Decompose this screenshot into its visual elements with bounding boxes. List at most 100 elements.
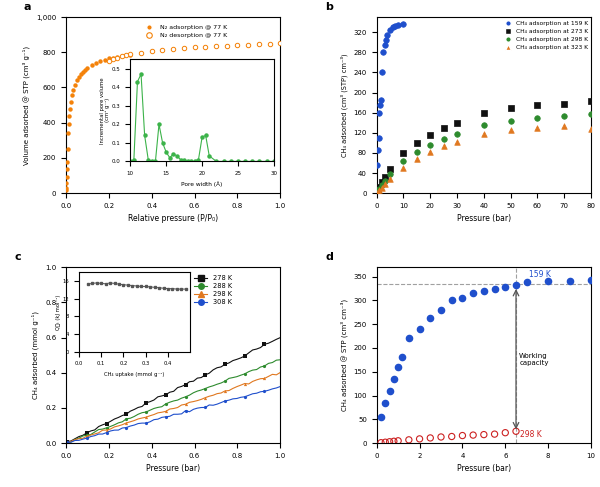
- Point: [586, 110, 596, 117]
- Point: [380, 173, 389, 181]
- Point: [452, 130, 462, 138]
- Point: [385, 170, 395, 178]
- Point: [544, 278, 553, 285]
- Text: b: b: [325, 2, 333, 12]
- Point: [415, 325, 424, 333]
- Point: [373, 187, 382, 195]
- Point: [374, 183, 384, 191]
- Text: c: c: [14, 252, 21, 262]
- Point: [377, 69, 387, 76]
- Point: [394, 363, 403, 371]
- X-axis label: Pressure (bar): Pressure (bar): [146, 465, 200, 473]
- Point: [500, 283, 510, 291]
- Point: [376, 439, 386, 447]
- Point: [425, 131, 435, 139]
- Point: [374, 186, 384, 194]
- Point: [391, 22, 400, 30]
- Point: [373, 147, 383, 154]
- Point: [388, 23, 398, 31]
- X-axis label: Pressure (bar): Pressure (bar): [457, 214, 511, 224]
- Point: [439, 135, 448, 143]
- Point: [559, 122, 569, 130]
- Point: [373, 188, 382, 196]
- Y-axis label: CH₄ adsorbed @ STP (cm³ cm⁻³): CH₄ adsorbed @ STP (cm³ cm⁻³): [340, 299, 348, 411]
- Point: [586, 125, 596, 132]
- Point: [380, 177, 389, 185]
- Point: [377, 181, 387, 189]
- Point: [373, 162, 382, 169]
- Point: [447, 297, 457, 304]
- Point: [373, 187, 383, 194]
- Point: [412, 148, 422, 156]
- Point: [385, 165, 395, 173]
- Point: [586, 277, 596, 284]
- Point: [559, 100, 569, 108]
- Text: d: d: [325, 252, 333, 262]
- Legend: CH₄ adsorption at 159 K, CH₄ adsorption at 273 K, CH₄ adsorption at 298 K, CH₄ a: CH₄ adsorption at 159 K, CH₄ adsorption …: [499, 19, 590, 53]
- Point: [380, 438, 390, 446]
- Point: [383, 31, 392, 38]
- Point: [376, 96, 386, 104]
- Point: [479, 287, 488, 295]
- Point: [398, 157, 408, 165]
- Point: [439, 124, 448, 131]
- Point: [469, 431, 478, 439]
- Point: [436, 306, 446, 314]
- Point: [379, 48, 388, 56]
- Point: [404, 335, 413, 342]
- Point: [559, 112, 569, 120]
- Y-axis label: Volume adsorbed @ STP (cm³ g⁻¹): Volume adsorbed @ STP (cm³ g⁻¹): [23, 45, 31, 165]
- Point: [436, 433, 446, 441]
- Point: [385, 387, 394, 395]
- Point: [376, 413, 386, 421]
- Point: [425, 434, 435, 442]
- Point: [586, 97, 596, 105]
- Point: [380, 399, 390, 407]
- Point: [373, 187, 383, 195]
- Point: [565, 277, 574, 285]
- X-axis label: Relative pressure (P/P₀): Relative pressure (P/P₀): [128, 214, 218, 224]
- Point: [389, 375, 398, 383]
- Text: Working
capacity: Working capacity: [519, 353, 549, 366]
- Point: [385, 26, 395, 34]
- Point: [479, 130, 488, 138]
- Point: [394, 20, 403, 28]
- Point: [377, 178, 387, 186]
- Point: [398, 149, 408, 157]
- Legend: N₂ adsorption @ 77 K, N₂ desorption @ 77 K: N₂ adsorption @ 77 K, N₂ desorption @ 77…: [140, 22, 230, 41]
- Point: [458, 431, 467, 439]
- Point: [439, 142, 448, 150]
- X-axis label: Pressure (bar): Pressure (bar): [457, 465, 511, 473]
- Point: [522, 279, 532, 286]
- Legend: 278 K, 288 K, 298 K, 308 K: 278 K, 288 K, 298 K, 308 K: [191, 272, 235, 307]
- Point: [389, 437, 398, 445]
- Point: [533, 114, 542, 122]
- Point: [377, 184, 387, 191]
- Point: [394, 437, 403, 445]
- Point: [469, 289, 478, 297]
- Point: [447, 432, 457, 440]
- Point: [506, 126, 515, 134]
- Point: [398, 353, 407, 360]
- Point: [533, 124, 542, 131]
- Point: [373, 186, 383, 193]
- Point: [511, 428, 521, 435]
- Point: [425, 148, 435, 156]
- Point: [412, 139, 422, 147]
- Point: [404, 436, 413, 444]
- Point: [479, 431, 488, 438]
- Y-axis label: CH₄ adsorbed (mmol g⁻¹): CH₄ adsorbed (mmol g⁻¹): [32, 311, 40, 399]
- Point: [385, 438, 394, 446]
- Point: [490, 285, 499, 293]
- Point: [398, 19, 408, 27]
- Point: [479, 109, 488, 116]
- Point: [511, 281, 521, 289]
- Point: [385, 175, 395, 183]
- Point: [380, 41, 389, 49]
- Point: [506, 104, 515, 112]
- Point: [412, 155, 422, 163]
- Text: 298 K: 298 K: [520, 431, 542, 439]
- Point: [500, 429, 510, 437]
- Point: [374, 134, 383, 142]
- Point: [490, 430, 499, 438]
